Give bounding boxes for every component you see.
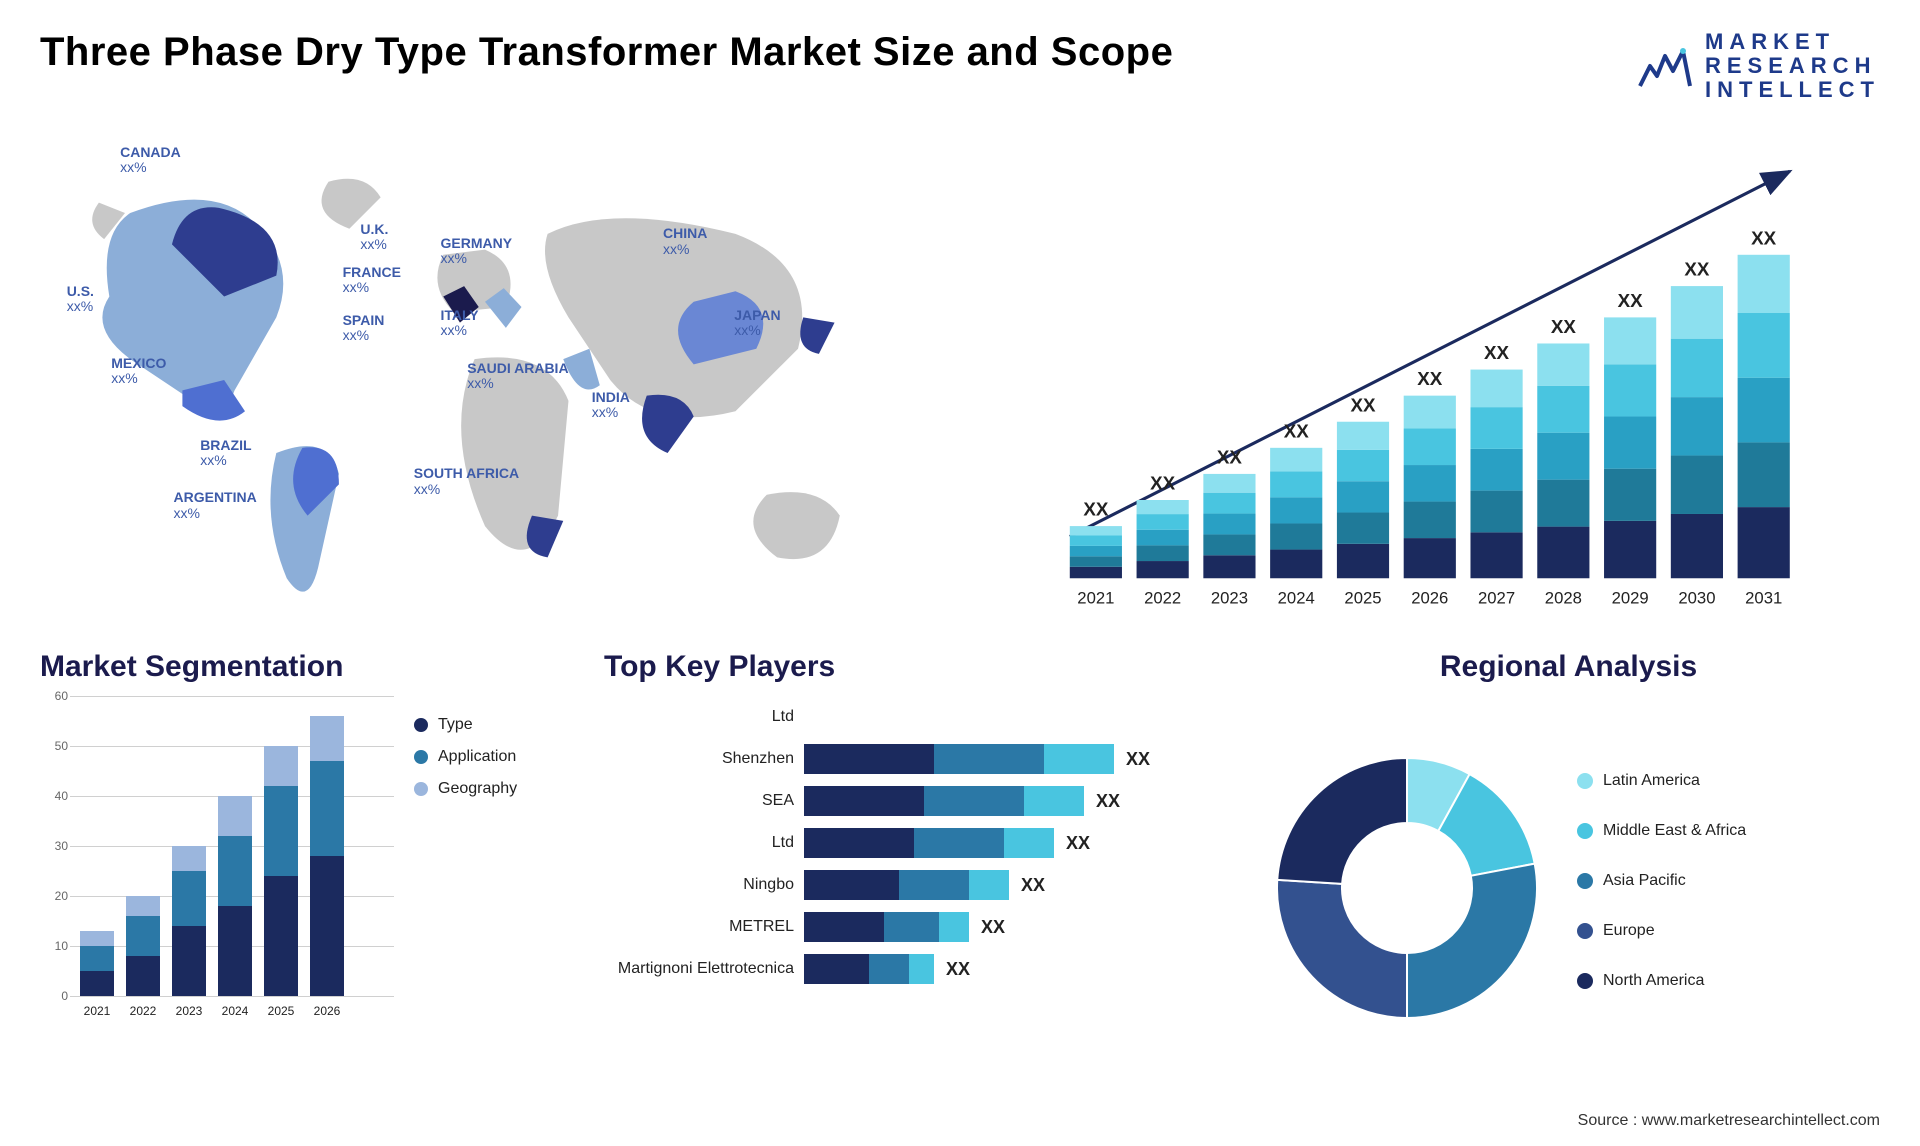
map-label-south-africa: SOUTH AFRICAxx% (414, 466, 519, 497)
player-value: XX (1021, 875, 1045, 896)
regional-panel: Regional Analysis Latin America Middle Ea… (1257, 650, 1880, 1080)
map-label-japan: JAPANxx% (734, 308, 780, 339)
svg-text:2027: 2027 (1478, 588, 1515, 607)
regional-legend-item: Latin America (1577, 772, 1746, 790)
seg-y-tick: 20 (40, 889, 68, 903)
svg-text:2025: 2025 (1344, 588, 1381, 607)
map-label-brazil: BRAZILxx% (200, 438, 251, 469)
players-chart: LtdShenzhenXXSEAXXLtdXXNingboXXMETRELXXM… (604, 696, 1227, 1080)
svg-text:2028: 2028 (1545, 588, 1582, 607)
segmentation-legend: Type Application Geography (394, 696, 574, 1080)
world-map: CANADAxx% U.S.xx% MEXICOxx% BRAZILxx% ARGENT… (40, 140, 930, 620)
svg-text:2029: 2029 (1612, 588, 1649, 607)
map-label-germany: GERMANYxx% (441, 236, 513, 267)
source-text: Source : www.marketresearchintellect.com (1578, 1112, 1880, 1130)
seg-y-tick: 30 (40, 839, 68, 853)
player-value: XX (1066, 833, 1090, 854)
seg-legend-item: Application (414, 748, 574, 766)
svg-text:2026: 2026 (1411, 588, 1448, 607)
player-value: XX (981, 917, 1005, 938)
svg-text:XX: XX (1150, 473, 1176, 494)
svg-text:2024: 2024 (1278, 588, 1315, 607)
map-label-china: CHINAxx% (663, 226, 707, 257)
player-row: Ltd (604, 696, 1227, 738)
player-row: Ningbo XX (604, 864, 1227, 906)
seg-x-tick: 2024 (214, 1004, 256, 1018)
svg-text:2030: 2030 (1678, 588, 1715, 607)
svg-text:XX: XX (1350, 394, 1376, 415)
logo-text-2: RESEARCH (1705, 54, 1880, 78)
player-label: Ltd (604, 708, 804, 726)
svg-text:2031: 2031 (1745, 588, 1782, 607)
segmentation-panel: Market Segmentation 0 10 20 30 40 50 60 2021 202… (40, 650, 574, 1080)
player-label: SEA (604, 792, 804, 810)
logo-text-3: INTELLECT (1705, 78, 1880, 102)
segmentation-chart: 0102030405060202120222023202420252026 (40, 696, 394, 1036)
player-value: XX (1096, 791, 1120, 812)
player-value: XX (946, 959, 970, 980)
seg-x-tick: 2021 (76, 1004, 118, 1018)
map-label-france: FRANCExx% (343, 265, 401, 296)
brand-logo: MARKET RESEARCH INTELLECT (1635, 30, 1880, 103)
map-label-italy: ITALYxx% (441, 308, 479, 339)
regional-legend-item: North America (1577, 972, 1746, 990)
regional-legend-item: Asia Pacific (1577, 872, 1746, 890)
player-value: XX (1126, 749, 1150, 770)
svg-text:XX: XX (1217, 446, 1243, 467)
player-row: SEA XX (604, 780, 1227, 822)
svg-text:XX: XX (1684, 259, 1710, 280)
map-label-u-k-: U.K.xx% (360, 222, 388, 253)
growth-chart: XX 2021 XX 2022 XX 2023 XX 2024 XX 2025 XX 2026 XX 20… (990, 140, 1880, 620)
svg-text:XX: XX (1751, 227, 1777, 248)
svg-text:2023: 2023 (1211, 588, 1248, 607)
players-panel: Top Key Players LtdShenzhenXXSEAXXLtdXXN… (604, 650, 1227, 1080)
svg-text:XX: XX (1417, 368, 1443, 389)
map-label-saudi-arabia: SAUDI ARABIAxx% (467, 361, 568, 392)
svg-text:XX: XX (1284, 420, 1310, 441)
seg-legend-item: Type (414, 716, 574, 734)
seg-x-tick: 2022 (122, 1004, 164, 1018)
seg-y-tick: 50 (40, 739, 68, 753)
player-label: Ningbo (604, 876, 804, 894)
player-row: Ltd XX (604, 822, 1227, 864)
svg-text:XX: XX (1484, 342, 1510, 363)
logo-text-1: MARKET (1705, 30, 1880, 54)
map-label-mexico: MEXICOxx% (111, 356, 166, 387)
seg-y-tick: 0 (40, 989, 68, 1003)
seg-x-tick: 2023 (168, 1004, 210, 1018)
map-label-u-s-: U.S.xx% (67, 284, 94, 315)
seg-legend-item: Geography (414, 780, 574, 798)
seg-x-tick: 2026 (306, 1004, 348, 1018)
regional-legend-item: Europe (1577, 922, 1746, 940)
segmentation-title: Market Segmentation (40, 650, 574, 684)
svg-text:XX: XX (1618, 290, 1644, 311)
regional-legend-item: Middle East & Africa (1577, 822, 1746, 840)
player-label: Ltd (604, 834, 804, 852)
player-label: Martignoni Elettrotecnica (604, 960, 804, 978)
map-label-canada: CANADAxx% (120, 145, 181, 176)
svg-text:XX: XX (1083, 499, 1109, 520)
map-label-spain: SPAINxx% (343, 313, 385, 344)
players-title: Top Key Players (604, 650, 1227, 684)
seg-y-tick: 60 (40, 689, 68, 703)
regional-title: Regional Analysis (1257, 650, 1880, 684)
svg-text:2022: 2022 (1144, 588, 1181, 607)
svg-text:XX: XX (1551, 316, 1577, 337)
player-row: METREL XX (604, 906, 1227, 948)
svg-text:2021: 2021 (1077, 588, 1114, 607)
logo-icon (1635, 41, 1695, 91)
seg-y-tick: 40 (40, 789, 68, 803)
seg-y-tick: 10 (40, 939, 68, 953)
player-label: Shenzhen (604, 750, 804, 768)
seg-x-tick: 2025 (260, 1004, 302, 1018)
player-label: METREL (604, 918, 804, 936)
page-title: Three Phase Dry Type Transformer Market … (40, 30, 1173, 75)
map-label-india: INDIAxx% (592, 390, 630, 421)
regional-donut (1257, 738, 1557, 1038)
player-row: Shenzhen XX (604, 738, 1227, 780)
map-label-argentina: ARGENTINAxx% (174, 490, 257, 521)
regional-legend: Latin America Middle East & Africa Asia Pa… (1577, 772, 1746, 1004)
player-row: Martignoni Elettrotecnica XX (604, 948, 1227, 990)
